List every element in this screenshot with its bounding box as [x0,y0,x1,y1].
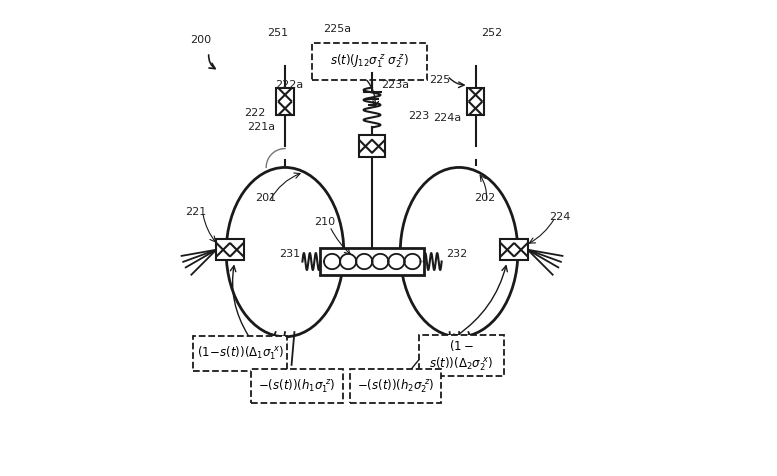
FancyBboxPatch shape [320,248,423,275]
Text: $s(t)(J_{12}\sigma_1^{\ z}\ \sigma_2^{\ z})$: $s(t)(J_{12}\sigma_1^{\ z}\ \sigma_2^{\ … [330,53,409,70]
FancyBboxPatch shape [359,136,385,157]
Text: $(1-$
$s(t))(\Delta_2\sigma_2^{\  x})$: $(1-$ $s(t))(\Delta_2\sigma_2^{\ x})$ [429,338,493,373]
FancyBboxPatch shape [312,43,427,80]
FancyBboxPatch shape [350,369,441,403]
Text: $-(s(t))(h_1\sigma_1^{\ z})$: $-(s(t))(h_1\sigma_1^{\ z})$ [258,377,336,395]
Text: 225a: 225a [322,24,350,34]
Text: 231: 231 [279,249,300,259]
Text: 222: 222 [244,109,265,119]
Text: 232: 232 [446,249,467,259]
Text: 222a: 222a [276,80,304,90]
Text: 200: 200 [190,35,211,45]
Text: 223: 223 [409,111,430,121]
FancyBboxPatch shape [251,369,343,403]
FancyBboxPatch shape [193,336,287,371]
FancyBboxPatch shape [276,88,294,115]
Text: 210: 210 [315,217,336,227]
Text: 201: 201 [256,193,277,203]
Text: 224: 224 [549,212,571,222]
Text: 225: 225 [429,75,450,85]
Text: $-(s(t))(h_2\sigma_2^{\ z})$: $-(s(t))(h_2\sigma_2^{\ z})$ [357,377,434,395]
Ellipse shape [400,168,518,337]
FancyBboxPatch shape [216,239,244,260]
Text: 224a: 224a [434,113,462,123]
Text: 221a: 221a [247,122,276,132]
FancyBboxPatch shape [500,239,528,260]
Text: 223a: 223a [382,80,409,90]
FancyBboxPatch shape [419,335,503,377]
Text: 221: 221 [185,207,206,217]
Text: 251: 251 [267,29,288,39]
Text: 252: 252 [482,29,503,39]
Text: 202: 202 [474,193,496,203]
FancyBboxPatch shape [467,88,485,115]
Ellipse shape [226,168,343,337]
Text: $(1\!-\!s(t))(\Delta_1\sigma_1^{\ x})$: $(1\!-\!s(t))(\Delta_1\sigma_1^{\ x})$ [197,345,284,362]
